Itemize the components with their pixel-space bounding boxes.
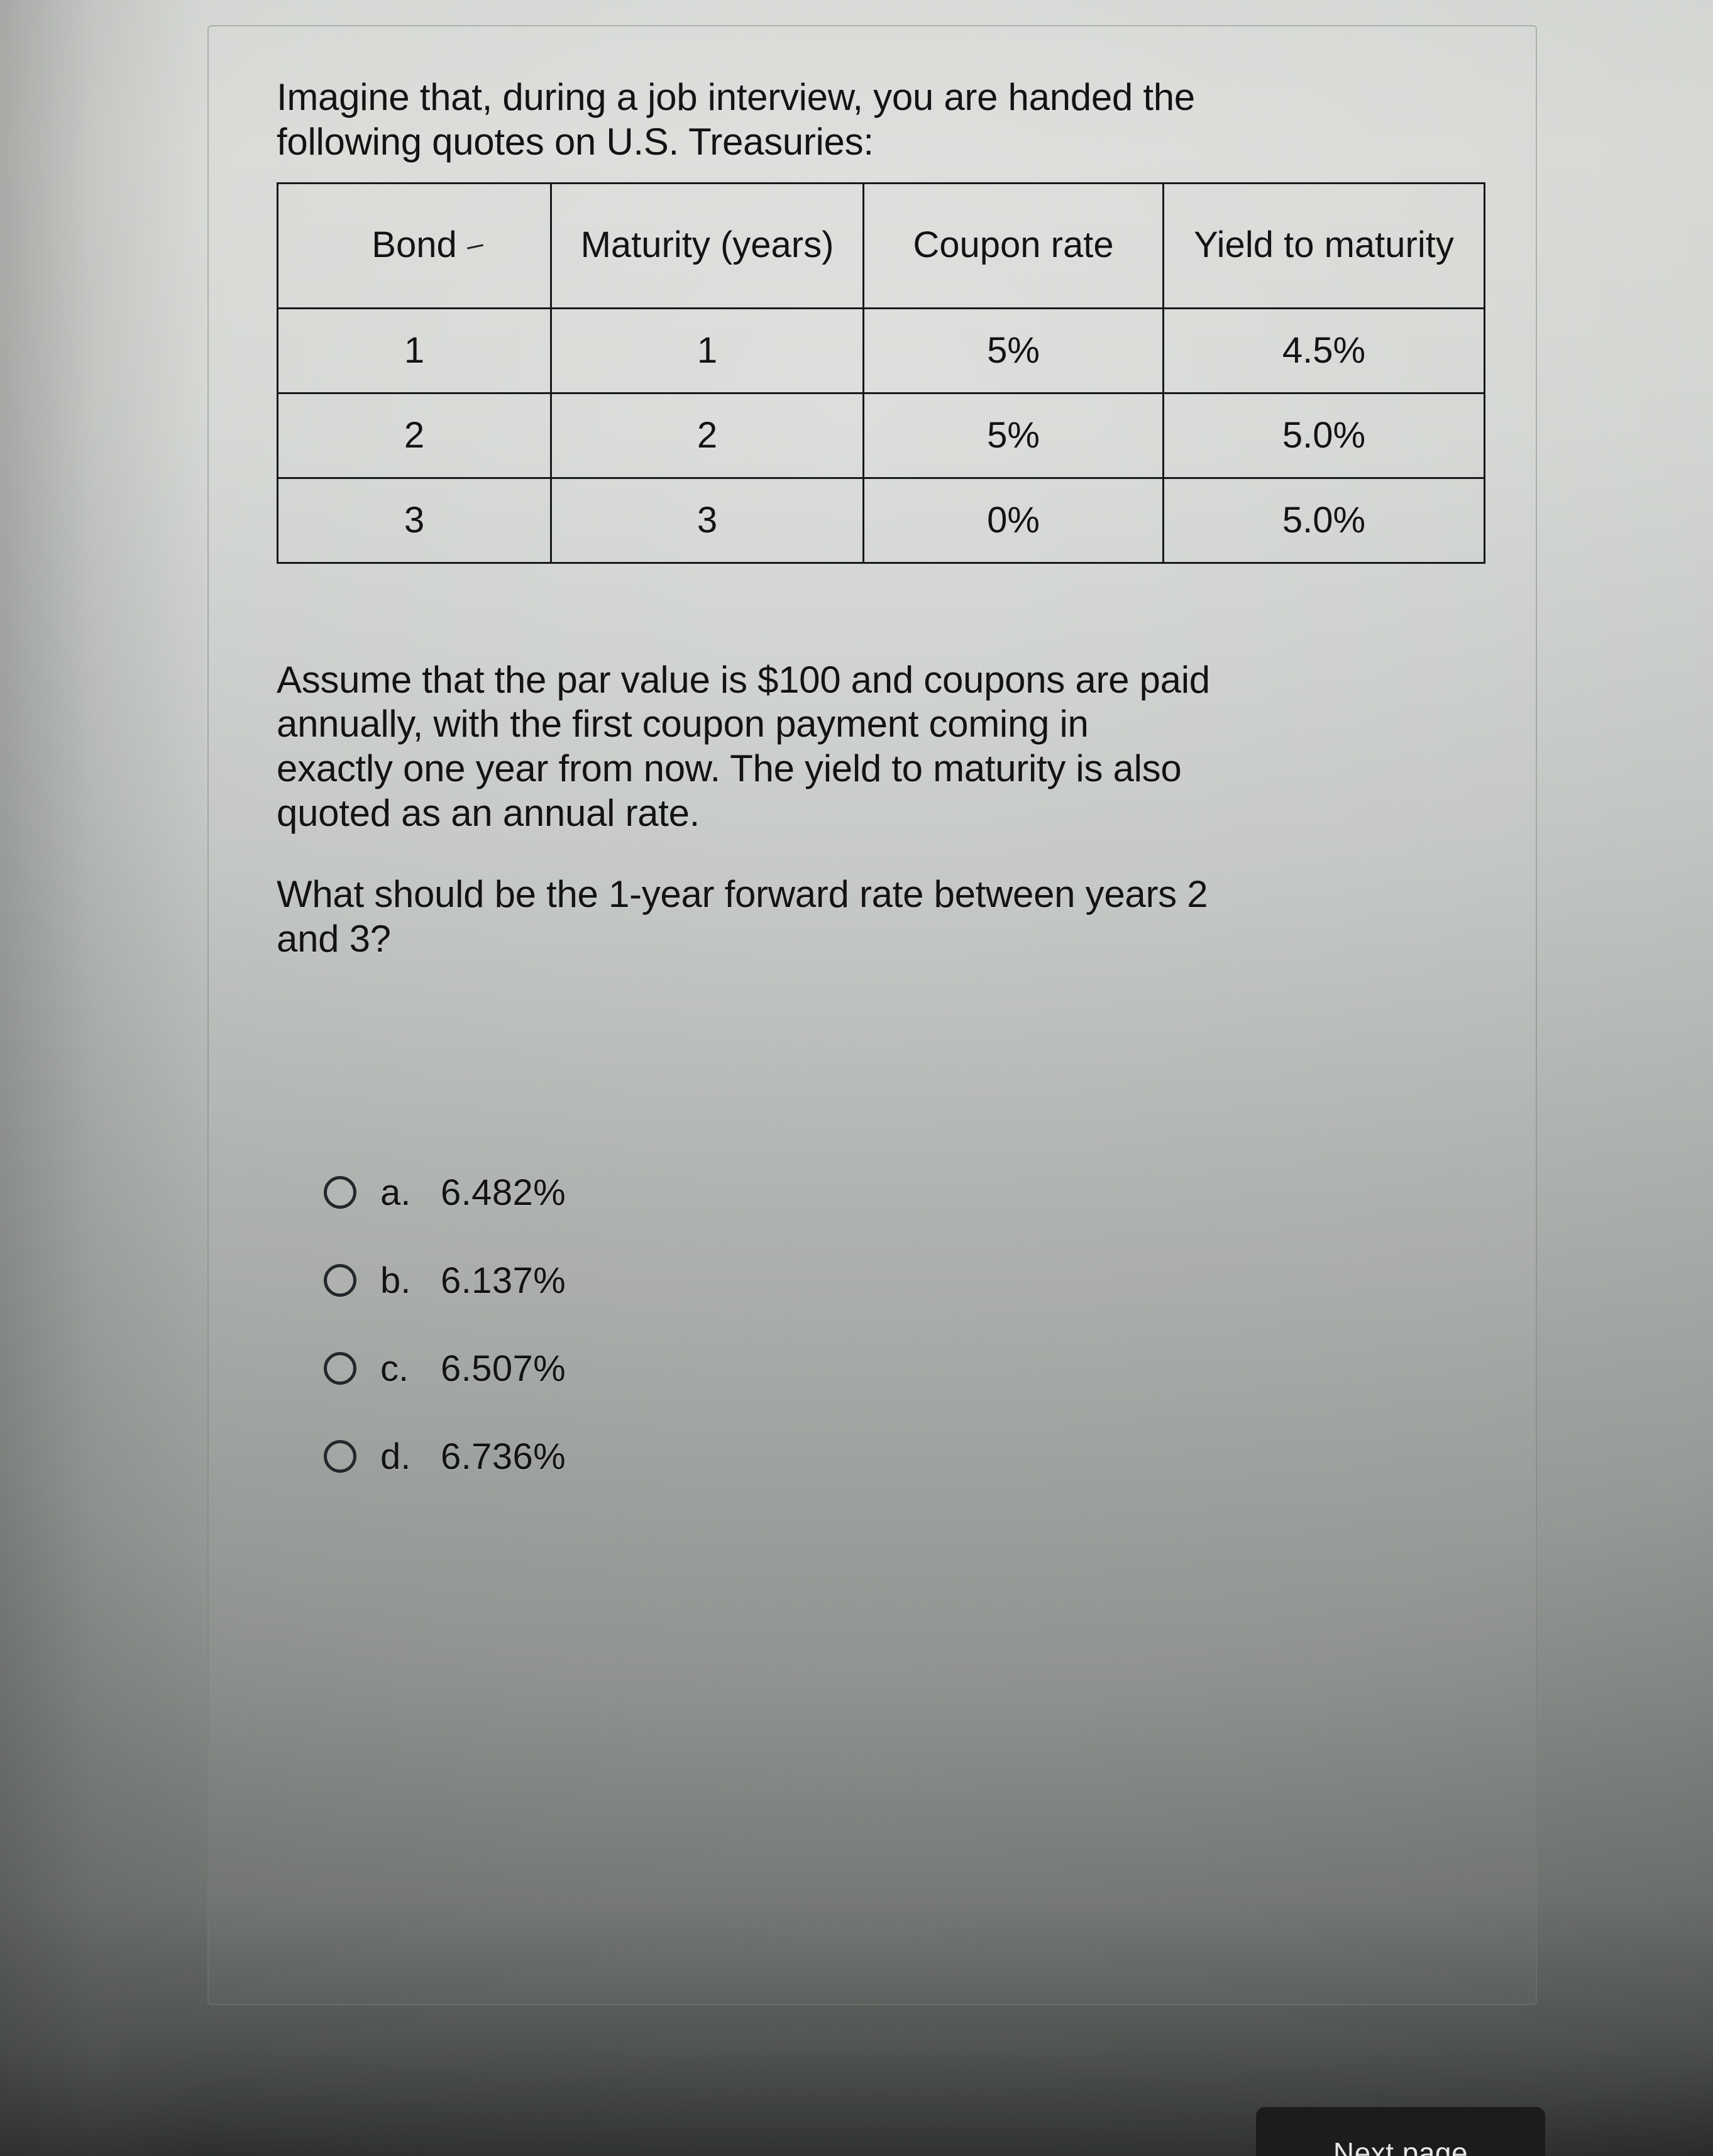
assumption-line-4: quoted as an annual rate.	[277, 791, 700, 834]
intro-line-1: Imagine that, during a job interview, yo…	[277, 76, 1195, 118]
treasury-quotes-table: Bond Maturity (years) Coupon rate Yield …	[277, 182, 1485, 564]
assumption-paragraph: Assume that the par value is $100 and co…	[277, 658, 1496, 836]
next-page-button[interactable]: Next page	[1256, 2107, 1545, 2156]
question-line-1: What should be the 1-year forward rate b…	[277, 872, 1208, 915]
cell-coupon: 5%	[862, 307, 1164, 394]
header-ytm-line-2: maturity	[1324, 224, 1454, 266]
header-maturity-line-2: (years)	[720, 224, 834, 266]
cell-maturity: 3	[550, 476, 864, 564]
radio-button-icon[interactable]	[324, 1440, 356, 1473]
option-b[interactable]: b. 6.137%	[324, 1257, 1496, 1304]
header-maturity-line-1: Maturity	[580, 224, 710, 266]
cell-ytm: 4.5%	[1162, 307, 1485, 394]
header-bond-label: Bond	[372, 224, 457, 266]
cell-bond: 3	[277, 476, 552, 564]
option-d-value: 6.736%	[441, 1436, 566, 1477]
radio-button-icon[interactable]	[324, 1264, 356, 1297]
pen-mark-icon	[466, 243, 484, 250]
header-bond: Bond	[277, 182, 552, 309]
radio-button-icon[interactable]	[324, 1352, 356, 1385]
question-card	[207, 25, 1537, 2005]
intro-line-2: following quotes on U.S. Treasuries:	[277, 120, 874, 163]
table-header-row: Bond Maturity (years) Coupon rate Yield …	[277, 182, 1485, 309]
option-d[interactable]: d. 6.736%	[324, 1433, 1496, 1480]
question-prompt: What should be the 1-year forward rate b…	[277, 872, 1496, 962]
header-maturity: Maturity (years)	[550, 182, 864, 309]
option-a-letter: a.	[380, 1172, 411, 1213]
option-d-letter: d.	[380, 1436, 411, 1477]
background-wall	[0, 0, 207, 2156]
radio-button-icon[interactable]	[324, 1176, 356, 1209]
header-coupon-rate: Coupon rate	[862, 182, 1164, 309]
table-row: 3 3 0% 5.0%	[277, 476, 1485, 564]
cell-bond: 2	[277, 392, 552, 479]
header-coupon-rate-label: Coupon rate	[913, 224, 1114, 266]
option-c[interactable]: c. 6.507%	[324, 1345, 1496, 1392]
table-row: 2 2 5% 5.0%	[277, 392, 1485, 479]
option-b-letter: b.	[380, 1260, 411, 1301]
option-c-value: 6.507%	[441, 1348, 566, 1389]
header-yield-to-maturity: Yield to maturity	[1162, 182, 1485, 309]
header-ytm-line-1: Yield to	[1194, 224, 1314, 266]
question-content: Imagine that, during a job interview, yo…	[277, 75, 1496, 1521]
assumption-line-3: exactly one year from now. The yield to …	[277, 747, 1182, 790]
answer-options-list: a. 6.482% b. 6.137% c. 6.507% d. 6.736%	[324, 1169, 1496, 1480]
table-row: 1 1 5% 4.5%	[277, 307, 1485, 394]
cell-bond: 1	[277, 307, 552, 394]
cell-ytm: 5.0%	[1162, 392, 1485, 479]
cell-coupon: 5%	[862, 392, 1164, 479]
intro-paragraph: Imagine that, during a job interview, yo…	[277, 75, 1496, 165]
cell-maturity: 2	[550, 392, 864, 479]
assumption-line-2: annually, with the first coupon payment …	[277, 703, 1089, 745]
option-a-value: 6.482%	[441, 1172, 566, 1213]
cell-coupon: 0%	[862, 476, 1164, 564]
cell-ytm: 5.0%	[1162, 476, 1485, 564]
question-line-2: and 3?	[277, 917, 391, 960]
option-c-letter: c.	[380, 1348, 409, 1389]
option-b-value: 6.137%	[441, 1260, 566, 1301]
assumption-line-1: Assume that the par value is $100 and co…	[277, 658, 1210, 701]
option-a[interactable]: a. 6.482%	[324, 1169, 1496, 1216]
cell-maturity: 1	[550, 307, 864, 394]
